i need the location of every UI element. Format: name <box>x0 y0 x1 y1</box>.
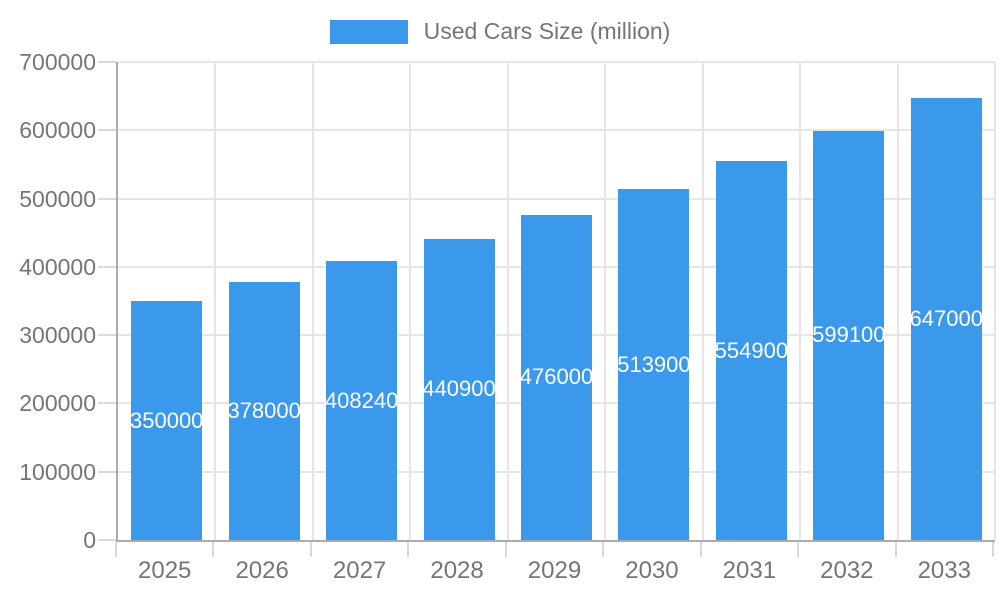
gridline-vertical <box>896 62 899 540</box>
plot-area: 350000 378000 408240 440900 476000 513900 5549… <box>116 61 996 542</box>
y-axis-tick-label: 200000 <box>19 390 96 417</box>
bar[interactable] <box>423 238 495 540</box>
gridline-vertical <box>409 62 412 540</box>
gridline-horizontal <box>118 197 995 200</box>
gridline-vertical <box>214 62 217 540</box>
bar[interactable] <box>813 130 885 540</box>
y-axis-tick-label: 600000 <box>19 117 96 144</box>
legend-label: Used Cars Size (million) <box>423 18 671 44</box>
y-axis-tick <box>98 334 116 337</box>
bar[interactable] <box>131 301 203 540</box>
y-axis-tick <box>98 129 116 132</box>
y-axis-tick-label: 300000 <box>19 322 96 349</box>
y-axis-tick-label: 100000 <box>19 458 96 485</box>
x-axis-tick-label: 2030 <box>625 557 679 584</box>
x-axis-tick-label: 2031 <box>722 557 777 584</box>
gridline-horizontal <box>118 129 995 132</box>
x-axis-tick-label: 2027 <box>332 557 387 584</box>
y-axis-tick <box>98 265 116 268</box>
gridline-vertical <box>799 62 802 540</box>
y-axis-tick-label: 700000 <box>19 49 96 75</box>
x-axis-tick <box>309 542 312 557</box>
x-axis-tick <box>992 542 994 557</box>
x-axis-tick <box>407 542 410 557</box>
gridline-vertical <box>506 62 509 540</box>
x-axis-tick-label: 2029 <box>527 557 582 584</box>
bar[interactable] <box>228 281 300 540</box>
y-axis-tick <box>98 197 116 200</box>
bar[interactable] <box>326 261 398 540</box>
x-axis-tick-label: 2028 <box>430 557 484 584</box>
gridline-vertical <box>604 62 607 540</box>
bar[interactable] <box>521 214 592 540</box>
y-axis-tick <box>98 61 116 63</box>
gridline-vertical <box>701 62 704 540</box>
x-axis-tick-label: 2032 <box>820 557 874 584</box>
gridline-vertical <box>311 62 314 540</box>
x-axis-tick <box>115 542 117 557</box>
y-axis-tick <box>98 402 116 405</box>
x-axis-tick <box>504 542 507 557</box>
y-axis-tick-label: 500000 <box>19 185 96 212</box>
x-axis-tick <box>212 542 215 557</box>
gridline-vertical <box>994 62 996 540</box>
x-axis-tick <box>894 542 897 557</box>
x-axis-tick-label: 2025 <box>138 557 192 584</box>
y-axis-tick-label: 400000 <box>19 253 96 280</box>
legend: Used Cars Size (million) <box>0 18 1000 45</box>
bar[interactable] <box>618 189 690 540</box>
gridline-horizontal <box>118 61 995 63</box>
x-axis-tick-label: 2026 <box>235 557 289 584</box>
y-axis-tick <box>98 539 116 541</box>
x-axis-tick <box>602 542 605 557</box>
legend-swatch <box>329 19 408 44</box>
x-axis-tick <box>797 542 800 557</box>
bar[interactable] <box>910 98 982 540</box>
y-axis-tick <box>98 470 116 473</box>
bar[interactable] <box>715 161 787 540</box>
y-axis-tick-label: 0 <box>83 527 96 553</box>
x-axis-tick-label: 2033 <box>917 557 971 584</box>
x-axis-tick <box>699 542 702 557</box>
